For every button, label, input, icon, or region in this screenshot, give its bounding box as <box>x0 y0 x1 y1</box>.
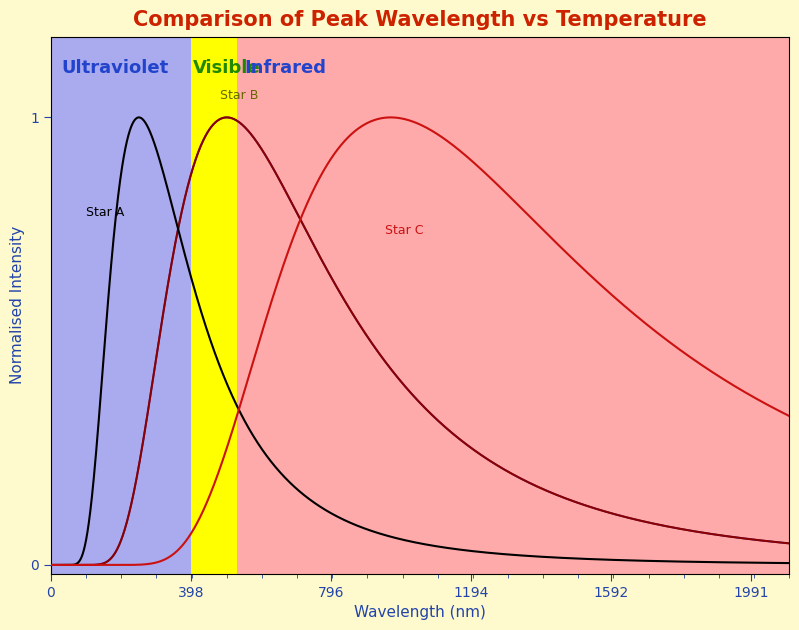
Text: Infrared: Infrared <box>244 59 326 77</box>
Text: Ultraviolet: Ultraviolet <box>62 59 169 77</box>
Text: Visible: Visible <box>193 59 261 77</box>
Bar <box>191 37 237 574</box>
Bar <box>51 37 191 574</box>
Text: Star A: Star A <box>86 206 125 219</box>
X-axis label: Wavelength (nm): Wavelength (nm) <box>354 605 486 621</box>
Text: Star C: Star C <box>385 224 423 237</box>
Text: Star B: Star B <box>220 89 258 103</box>
Title: Comparison of Peak Wavelength vs Temperature: Comparison of Peak Wavelength vs Tempera… <box>133 9 707 30</box>
Bar <box>237 37 789 574</box>
Y-axis label: Normalised Intensity: Normalised Intensity <box>10 226 25 384</box>
